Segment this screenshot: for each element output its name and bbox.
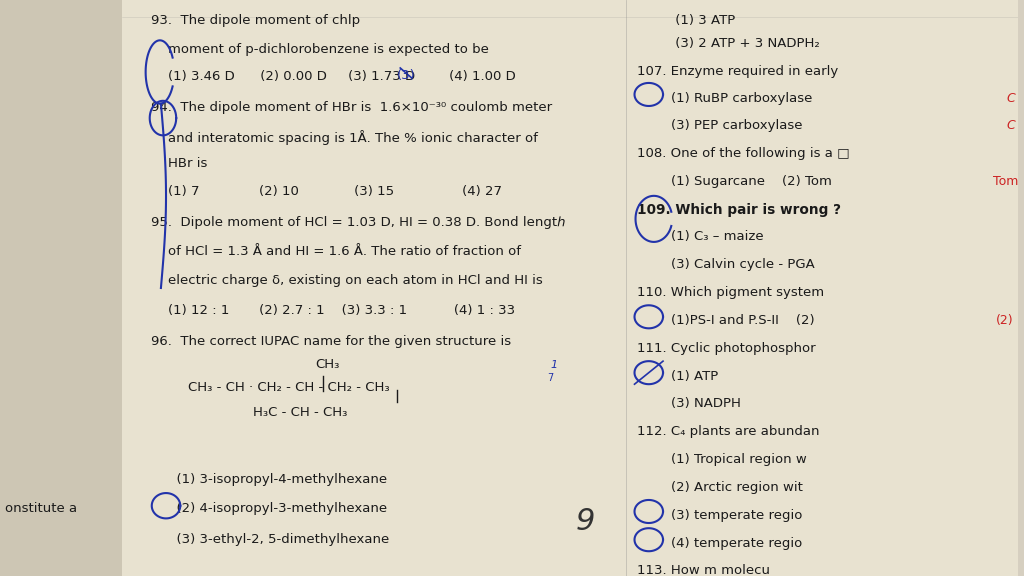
Text: 113. How m⁠⁠⁠ molecu: 113. How m⁠⁠⁠ molecu bbox=[637, 564, 770, 576]
Text: (2) Arctic region wit: (2) Arctic region wit bbox=[637, 481, 803, 494]
Text: (2) 4-isopropyl-3-methylhexane: (2) 4-isopropyl-3-methylhexane bbox=[151, 502, 387, 516]
Text: 95.  Dipole moment of HCl = 1.03 D, HI = 0.38 D. Bond lengtℎ: 95. Dipole moment of HCl = 1.03 D, HI = … bbox=[151, 216, 565, 229]
Text: Tom: Tom bbox=[993, 175, 1019, 188]
Text: 110. Which pigment system: 110. Which pigment system bbox=[637, 286, 823, 300]
Text: (3⁠) temperate regio: (3⁠) temperate regio bbox=[637, 509, 802, 522]
Text: 1: 1 bbox=[550, 360, 557, 370]
Text: CH₃ - CH · CH₂ - CH - CH₂ - CH₃: CH₃ - CH · CH₂ - CH - CH₂ - CH₃ bbox=[188, 381, 390, 395]
Text: (1⁠) RuBP carboxylase: (1⁠) RuBP carboxylase bbox=[637, 92, 812, 105]
Text: and interatomic spacing is 1Å. The % ionic character of: and interatomic spacing is 1Å. The % ion… bbox=[168, 130, 538, 145]
Text: (3) 2 ATP + 3 NADPH₂: (3) 2 ATP + 3 NADPH₂ bbox=[637, 37, 819, 51]
Text: (1) 12 : 1       (2) 2.7 : 1    (3) 3.3 : 1           (4) 1 : 33: (1) 12 : 1 (2) 2.7 : 1 (3) 3.3 : 1 (4) 1… bbox=[168, 304, 515, 317]
Text: (1) 7              (2) 10             (3) 15                (4) 27: (1) 7 (2) 10 (3) 15 (4) 27 bbox=[168, 185, 502, 199]
Text: 9: 9 bbox=[575, 507, 595, 536]
Text: (1) 3.46 D      (2) 0.00 D     (3) 1.73 D        (4) 1.00 D: (1) 3.46 D (2) 0.00 D (3) 1.73 D (4) 1.0… bbox=[168, 70, 516, 84]
Text: (3): (3) bbox=[397, 69, 416, 82]
Text: (3) PEP carboxylase: (3) PEP carboxylase bbox=[637, 119, 802, 132]
Text: onstitute a: onstitute a bbox=[5, 502, 77, 516]
Bar bbox=[122, 0, 1019, 576]
Text: 108. One of the following is a □: 108. One of the following is a □ bbox=[637, 147, 849, 160]
Text: 112. C₄ plants are abundan: 112. C₄ plants are abundan bbox=[637, 425, 819, 438]
Text: (1⁠)PS-I and P.S-II    (2⁠): (1⁠)PS-I and P.S-II (2⁠) bbox=[637, 314, 814, 327]
Text: of HCl = 1.3 Å and HI = 1.6 Å. The ratio of fraction of: of HCl = 1.3 Å and HI = 1.6 Å. The ratio… bbox=[168, 245, 521, 258]
Text: (1) Sugarcane    (2) Tom: (1) Sugarcane (2) Tom bbox=[637, 175, 831, 188]
Text: (3) 3-ethyl-2, 5-dimethylhexane: (3) 3-ethyl-2, 5-dimethylhexane bbox=[151, 533, 389, 546]
Text: 93.  The dipole moment of chlp: 93. The dipole moment of chlp bbox=[151, 14, 359, 28]
Text: H₃C - CH - CH₃: H₃C - CH - CH₃ bbox=[253, 406, 347, 419]
Text: (3) NADPH: (3) NADPH bbox=[637, 397, 740, 411]
Bar bbox=[0, 0, 122, 576]
Text: moment of p-dichlorobenzene is expected to be: moment of p-dichlorobenzene is expected … bbox=[168, 43, 488, 56]
Text: (3) Calvin cycle - PGA: (3) Calvin cycle - PGA bbox=[637, 258, 814, 271]
Text: C: C bbox=[1007, 119, 1015, 132]
Text: HBr is: HBr is bbox=[168, 157, 208, 170]
Text: (1) Tropical region w: (1) Tropical region w bbox=[637, 453, 806, 467]
Text: (4⁠) temperate regio: (4⁠) temperate regio bbox=[637, 537, 802, 550]
Text: (1) 3 ATP: (1) 3 ATP bbox=[637, 14, 735, 28]
Text: electric charge δ, existing on each atom in HCl and HI is: electric charge δ, existing on each atom… bbox=[168, 274, 543, 287]
Text: (1) C₃ – maize: (1) C₃ – maize bbox=[637, 230, 763, 244]
Text: 111. Cyclic photophosphor: 111. Cyclic photophosphor bbox=[637, 342, 815, 355]
Text: 107. Enzyme required in early: 107. Enzyme required in early bbox=[637, 65, 838, 78]
Text: C: C bbox=[1007, 92, 1015, 105]
Text: (2): (2) bbox=[996, 314, 1014, 327]
Text: 109. Which pair is wrong ?: 109. Which pair is wrong ? bbox=[637, 203, 841, 217]
Text: CH₃: CH₃ bbox=[315, 358, 340, 372]
Text: (1⁠) ATP: (1⁠) ATP bbox=[637, 370, 718, 383]
Text: 96.  The correct IUPAC name for the given structure is: 96. The correct IUPAC name for the given… bbox=[151, 335, 511, 348]
Text: (1) 3-isopropyl-4-methylhexane: (1) 3-isopropyl-4-methylhexane bbox=[151, 473, 387, 487]
Text: 94.  The dipole moment of HBr is  1.6×10⁻³⁰ coulomb meter: 94. The dipole moment of HBr is 1.6×10⁻³… bbox=[151, 101, 552, 114]
Text: 7: 7 bbox=[547, 373, 553, 382]
